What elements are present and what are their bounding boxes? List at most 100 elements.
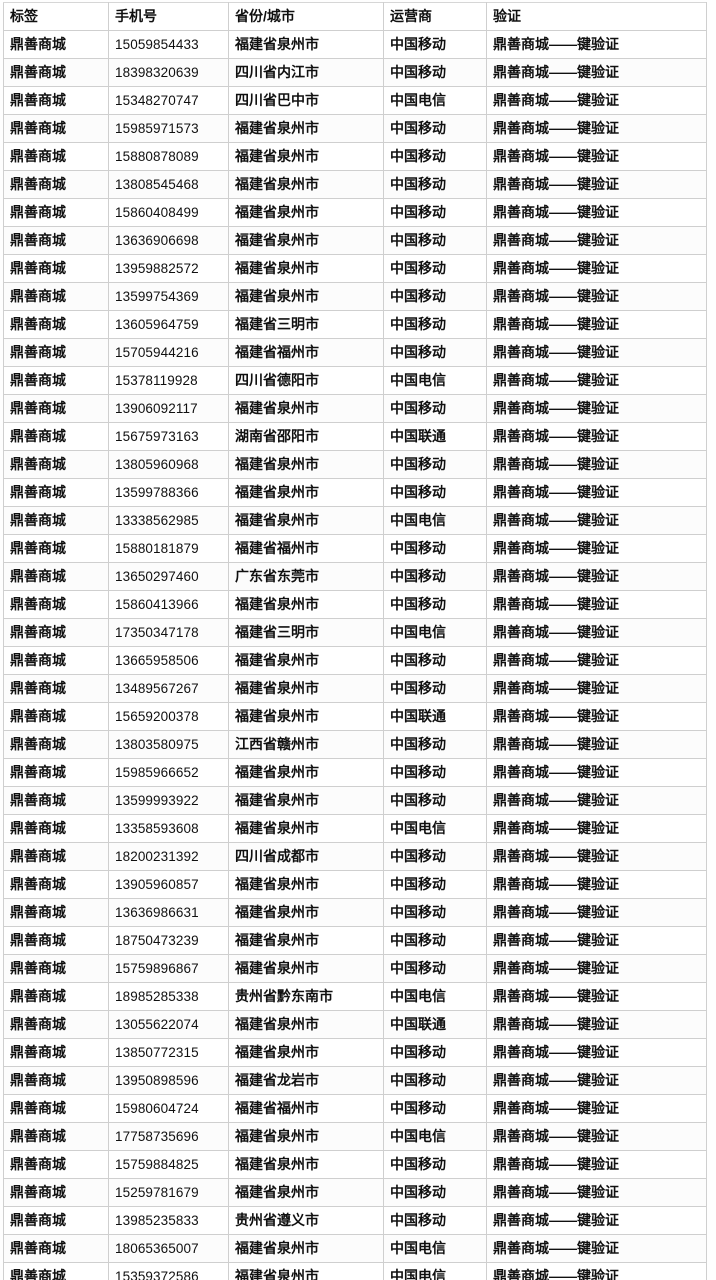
- table-row[interactable]: 鼎善商城 18398320639 四川省内江市 中国移动 鼎善商城——键验证: [3, 58, 707, 87]
- table-row[interactable]: 鼎善商城 18065365007 福建省泉州市 中国电信 鼎善商城——键验证: [3, 1234, 707, 1263]
- cell-verify: 鼎善商城——键验证: [486, 674, 707, 703]
- table-row[interactable]: 鼎善商城 13650297460 广东省东莞市 中国移动 鼎善商城——键验证: [3, 562, 707, 591]
- cell-verify: 鼎善商城——键验证: [486, 982, 707, 1011]
- table-row[interactable]: 鼎善商城 13338562985 福建省泉州市 中国电信 鼎善商城——键验证: [3, 506, 707, 535]
- table-row[interactable]: 鼎善商城 13905960857 福建省泉州市 中国移动 鼎善商城——键验证: [3, 870, 707, 899]
- cell-label: 鼎善商城: [3, 674, 109, 703]
- cell-operator: 中国移动: [383, 898, 487, 927]
- table-row[interactable]: 鼎善商城 13850772315 福建省泉州市 中国移动 鼎善商城——键验证: [3, 1038, 707, 1067]
- table-row[interactable]: 鼎善商城 13636906698 福建省泉州市 中国移动 鼎善商城——键验证: [3, 226, 707, 255]
- cell-label: 鼎善商城: [3, 1262, 109, 1280]
- cell-label: 鼎善商城: [3, 954, 109, 983]
- column-header-label[interactable]: 标签: [3, 2, 109, 31]
- table-row[interactable]: 鼎善商城 18750473239 福建省泉州市 中国移动 鼎善商城——键验证: [3, 926, 707, 955]
- cell-verify: 鼎善商城——键验证: [486, 254, 707, 283]
- cell-region: 贵州省黔东南市: [228, 982, 384, 1011]
- cell-operator: 中国电信: [383, 1122, 487, 1151]
- cell-operator: 中国联通: [383, 422, 487, 451]
- cell-region: 福建省泉州市: [228, 394, 384, 423]
- cell-verify: 鼎善商城——键验证: [486, 646, 707, 675]
- cell-label: 鼎善商城: [3, 1038, 109, 1067]
- cell-phone: 13055622074: [108, 1010, 229, 1039]
- cell-region: 福建省三明市: [228, 618, 384, 647]
- table-row[interactable]: 鼎善商城 15259781679 福建省泉州市 中国移动 鼎善商城——键验证: [3, 1178, 707, 1207]
- table-row[interactable]: 鼎善商城 17350347178 福建省三明市 中国电信 鼎善商城——键验证: [3, 618, 707, 647]
- cell-label: 鼎善商城: [3, 562, 109, 591]
- table-row[interactable]: 鼎善商城 18985285338 贵州省黔东南市 中国电信 鼎善商城——键验证: [3, 982, 707, 1011]
- cell-label: 鼎善商城: [3, 1094, 109, 1123]
- table-row[interactable]: 鼎善商城 15359372586 福建省泉州市 中国电信 鼎善商城——键验证: [3, 1262, 707, 1280]
- table-row[interactable]: 鼎善商城 13665958506 福建省泉州市 中国移动 鼎善商城——键验证: [3, 646, 707, 675]
- cell-region: 福建省泉州市: [228, 702, 384, 731]
- table-row[interactable]: 鼎善商城 15980604724 福建省福州市 中国移动 鼎善商城——键验证: [3, 1094, 707, 1123]
- table-row[interactable]: 鼎善商城 13950898596 福建省龙岩市 中国移动 鼎善商城——键验证: [3, 1066, 707, 1095]
- table-row[interactable]: 鼎善商城 15659200378 福建省泉州市 中国联通 鼎善商城——键验证: [3, 702, 707, 731]
- column-header-phone[interactable]: 手机号: [108, 2, 229, 31]
- table-row[interactable]: 鼎善商城 13805960968 福建省泉州市 中国移动 鼎善商城——键验证: [3, 450, 707, 479]
- cell-phone: 15348270747: [108, 86, 229, 115]
- table-row[interactable]: 鼎善商城 13599993922 福建省泉州市 中国移动 鼎善商城——键验证: [3, 786, 707, 815]
- cell-label: 鼎善商城: [3, 842, 109, 871]
- cell-verify: 鼎善商城——键验证: [486, 842, 707, 871]
- cell-phone: 15980604724: [108, 1094, 229, 1123]
- table-row[interactable]: 鼎善商城 13599788366 福建省泉州市 中国移动 鼎善商城——键验证: [3, 478, 707, 507]
- cell-verify: 鼎善商城——键验证: [486, 282, 707, 311]
- table-row[interactable]: 鼎善商城 15985966652 福建省泉州市 中国移动 鼎善商城——键验证: [3, 758, 707, 787]
- table-row[interactable]: 鼎善商城 13358593608 福建省泉州市 中国电信 鼎善商城——键验证: [3, 814, 707, 843]
- cell-label: 鼎善商城: [3, 254, 109, 283]
- table-row[interactable]: 鼎善商城 15880181879 福建省福州市 中国移动 鼎善商城——键验证: [3, 534, 707, 563]
- cell-region: 福建省泉州市: [228, 226, 384, 255]
- cell-phone: 17758735696: [108, 1122, 229, 1151]
- table-row[interactable]: 鼎善商城 15880878089 福建省泉州市 中国移动 鼎善商城——键验证: [3, 142, 707, 171]
- table-row[interactable]: 鼎善商城 13959882572 福建省泉州市 中国移动 鼎善商城——键验证: [3, 254, 707, 283]
- cell-verify: 鼎善商城——键验证: [486, 1150, 707, 1179]
- cell-phone: 18985285338: [108, 982, 229, 1011]
- table-row[interactable]: 鼎善商城 15675973163 湖南省邵阳市 中国联通 鼎善商城——键验证: [3, 422, 707, 451]
- table-row[interactable]: 鼎善商城 13636986631 福建省泉州市 中国移动 鼎善商城——键验证: [3, 898, 707, 927]
- column-header-verify[interactable]: 验证: [486, 2, 707, 31]
- cell-verify: 鼎善商城——键验证: [486, 590, 707, 619]
- table-row[interactable]: 鼎善商城 15860413966 福建省泉州市 中国移动 鼎善商城——键验证: [3, 590, 707, 619]
- table-row[interactable]: 鼎善商城 13808545468 福建省泉州市 中国移动 鼎善商城——键验证: [3, 170, 707, 199]
- cell-verify: 鼎善商城——键验证: [486, 58, 707, 87]
- column-header-operator[interactable]: 运营商: [383, 2, 487, 31]
- table-row[interactable]: 鼎善商城 13489567267 福建省泉州市 中国移动 鼎善商城——键验证: [3, 674, 707, 703]
- table-row[interactable]: 鼎善商城 15860408499 福建省泉州市 中国移动 鼎善商城——键验证: [3, 198, 707, 227]
- table-row[interactable]: 鼎善商城 13055622074 福建省泉州市 中国联通 鼎善商城——键验证: [3, 1010, 707, 1039]
- table-row[interactable]: 鼎善商城 17758735696 福建省泉州市 中国电信 鼎善商城——键验证: [3, 1122, 707, 1151]
- table-row[interactable]: 鼎善商城 13906092117 福建省泉州市 中国移动 鼎善商城——键验证: [3, 394, 707, 423]
- cell-operator: 中国移动: [383, 58, 487, 87]
- table-row[interactable]: 鼎善商城 13599754369 福建省泉州市 中国移动 鼎善商城——键验证: [3, 282, 707, 311]
- table-row[interactable]: 鼎善商城 13985235833 贵州省遵义市 中国移动 鼎善商城——键验证: [3, 1206, 707, 1235]
- cell-phone: 17350347178: [108, 618, 229, 647]
- cell-verify: 鼎善商城——键验证: [486, 226, 707, 255]
- cell-phone: 13650297460: [108, 562, 229, 591]
- cell-operator: 中国移动: [383, 842, 487, 871]
- column-header-region[interactable]: 省份/城市: [228, 2, 384, 31]
- cell-region: 福建省福州市: [228, 338, 384, 367]
- table-row[interactable]: 鼎善商城 15759884825 福建省泉州市 中国移动 鼎善商城——键验证: [3, 1150, 707, 1179]
- table-row[interactable]: 鼎善商城 15348270747 四川省巴中市 中国电信 鼎善商城——键验证: [3, 86, 707, 115]
- cell-verify: 鼎善商城——键验证: [486, 86, 707, 115]
- table-row[interactable]: 鼎善商城 15705944216 福建省福州市 中国移动 鼎善商城——键验证: [3, 338, 707, 367]
- cell-phone: 15759884825: [108, 1150, 229, 1179]
- cell-operator: 中国联通: [383, 702, 487, 731]
- cell-operator: 中国移动: [383, 310, 487, 339]
- table-row[interactable]: 鼎善商城 18200231392 四川省成都市 中国移动 鼎善商城——键验证: [3, 842, 707, 871]
- cell-operator: 中国移动: [383, 394, 487, 423]
- cell-region: 福建省泉州市: [228, 1178, 384, 1207]
- cell-region: 福建省泉州市: [228, 198, 384, 227]
- cell-label: 鼎善商城: [3, 1234, 109, 1263]
- table-row[interactable]: 鼎善商城 15059854433 福建省泉州市 中国移动 鼎善商城——键验证: [3, 30, 707, 59]
- cell-operator: 中国移动: [383, 730, 487, 759]
- table-row[interactable]: 鼎善商城 15985971573 福建省泉州市 中国移动 鼎善商城——键验证: [3, 114, 707, 143]
- table-row[interactable]: 鼎善商城 13605964759 福建省三明市 中国移动 鼎善商城——键验证: [3, 310, 707, 339]
- table-row[interactable]: 鼎善商城 13803580975 江西省赣州市 中国移动 鼎善商城——键验证: [3, 730, 707, 759]
- cell-verify: 鼎善商城——键验证: [486, 1122, 707, 1151]
- cell-region: 四川省成都市: [228, 842, 384, 871]
- cell-label: 鼎善商城: [3, 1122, 109, 1151]
- cell-verify: 鼎善商城——键验证: [486, 534, 707, 563]
- table-row[interactable]: 鼎善商城 15378119928 四川省德阳市 中国电信 鼎善商城——键验证: [3, 366, 707, 395]
- table-row[interactable]: 鼎善商城 15759896867 福建省泉州市 中国移动 鼎善商城——键验证: [3, 954, 707, 983]
